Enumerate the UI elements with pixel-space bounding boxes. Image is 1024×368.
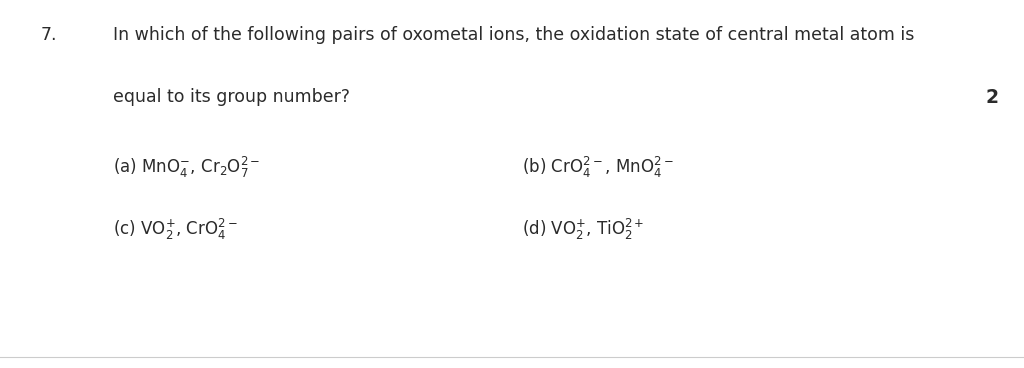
Text: (a) MnO$_{4}^{-}$, Cr$_{2}$O$_{7}^{2-}$: (a) MnO$_{4}^{-}$, Cr$_{2}$O$_{7}^{2-}$ xyxy=(113,155,260,180)
Text: (b) CrO$_{4}^{2-}$, MnO$_{4}^{2-}$: (b) CrO$_{4}^{2-}$, MnO$_{4}^{2-}$ xyxy=(522,155,674,180)
Text: (c) VO$_{2}^{+}$, CrO$_{4}^{2-}$: (c) VO$_{2}^{+}$, CrO$_{4}^{2-}$ xyxy=(113,217,238,242)
Text: In which of the following pairs of oxometal ions, the oxidation state of central: In which of the following pairs of oxome… xyxy=(113,26,914,44)
Text: 2: 2 xyxy=(985,88,998,107)
Text: (d) VO$_{2}^{+}$, TiO$_{2}^{2+}$: (d) VO$_{2}^{+}$, TiO$_{2}^{2+}$ xyxy=(522,217,645,242)
Text: 7.: 7. xyxy=(41,26,57,44)
Text: equal to its group number?: equal to its group number? xyxy=(113,88,349,106)
